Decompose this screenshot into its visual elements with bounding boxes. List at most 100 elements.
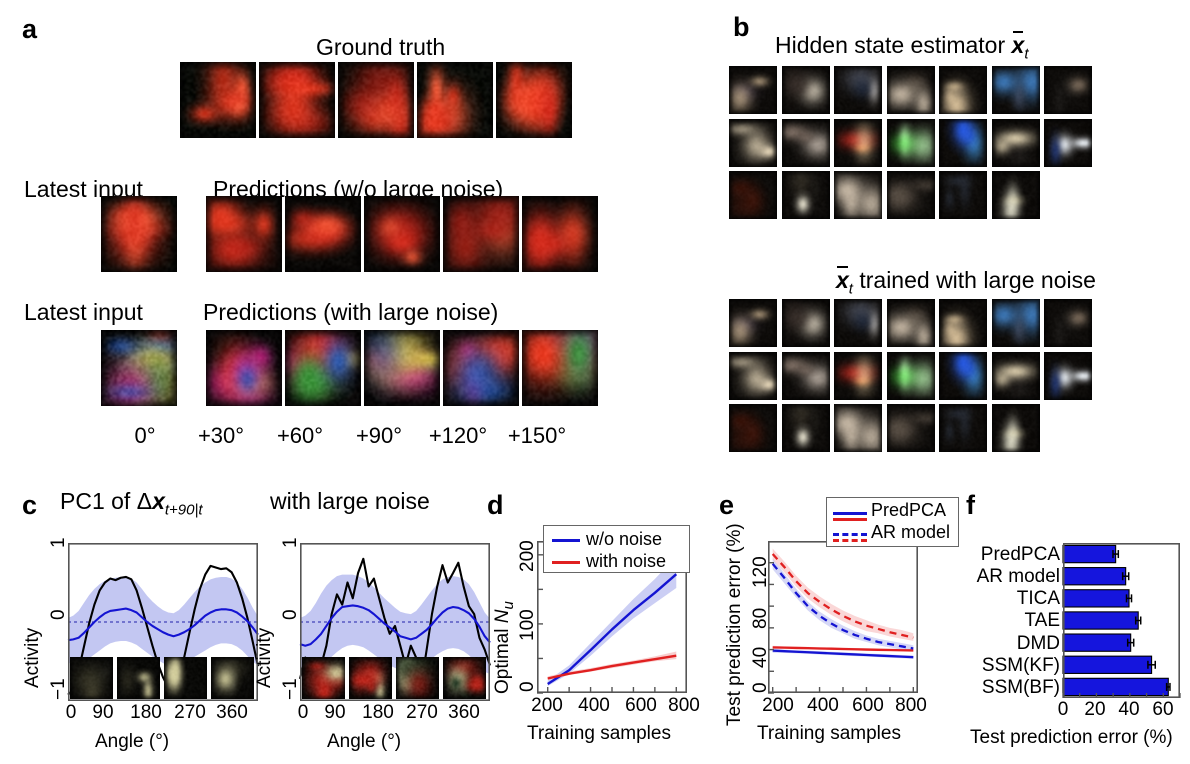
panel-e-xtick-800: 800 [895, 695, 927, 716]
panel-a-angle-label-5: +150° [507, 423, 567, 448]
hidden-state-estimator-tile-0 [729, 66, 777, 114]
panel-d-legend-swatch-0 [552, 539, 580, 542]
hidden-state-estimator-tile-3 [886, 66, 935, 114]
hidden-state-estimator-tile-12 [991, 118, 1040, 167]
panel-c-title-left-prefix: PC1 of Δ [60, 488, 153, 514]
latest-input-tile-noisy [101, 330, 177, 406]
panel-c-right-xtick-180: 180 [362, 702, 394, 723]
hidden-state-estimator-tile-2 [834, 66, 882, 114]
bar-3 [1062, 611, 1139, 630]
c-right-thumb-0 [302, 657, 345, 699]
panel-d-ylabel: Optimal Nu [492, 601, 517, 694]
panel-d-legend-label-0: w/o noise [586, 529, 663, 549]
hidden-state-estimator-tile-8 [781, 118, 830, 167]
panel-letter-d: d [487, 490, 504, 520]
hidden-state-large-noise-tile-5 [991, 299, 1040, 347]
hidden-state-large-noise-tile-9 [834, 351, 882, 400]
c-right-svg [298, 543, 491, 701]
panel-f-xtick-20: 20 [1084, 699, 1106, 720]
panel-c-left-xtick-180: 180 [130, 702, 162, 723]
panel-c-right-plot [298, 543, 491, 701]
panel-e-legend-swatch-predpca-red [833, 518, 867, 521]
hidden-state-estimator-tile-10 [886, 118, 935, 167]
c-right-thumb-3 [443, 657, 486, 699]
bar-1 [1062, 567, 1127, 586]
panel-b-title-rest: trained with large noise [852, 267, 1096, 293]
panel-e-legend-swatch-predpca-blue [833, 512, 867, 515]
panel-letter-c: c [22, 490, 38, 520]
panel-b-title-hidden-state: Hidden state estimator xt [775, 31, 1028, 62]
prediction-clean-tile-4 [522, 196, 598, 272]
ground-truth-tile-1 [259, 62, 335, 138]
prediction-noisy-tile-4 [522, 330, 598, 406]
panel-c-title-right: with large noise [270, 488, 430, 514]
panel-d-xlabel: Training samples [527, 723, 671, 744]
hidden-state-large-noise-tile-18 [939, 404, 987, 452]
panel-d-legend: w/o noise with noise [543, 525, 690, 573]
prediction-clean-tile-3 [443, 196, 519, 272]
hidden-state-large-noise-tile-7 [729, 351, 777, 400]
panel-c-right-ytick-1: 1 [280, 537, 301, 548]
panel-f-category-4: DMD [1016, 632, 1060, 654]
bar-6 [1062, 677, 1169, 697]
panel-c-left-xtick-270: 270 [174, 702, 206, 723]
hidden-state-large-noise-tile-1 [781, 299, 830, 347]
panel-c-left-xtick-0: 0 [65, 702, 77, 723]
c-left-thumb-0 [70, 657, 113, 699]
bar-2 [1062, 589, 1130, 608]
panel-c-left-ylabel: Activity [22, 627, 43, 688]
panel-d-xtick-400: 400 [578, 695, 610, 716]
panel-a-angle-label-1: +30° [197, 423, 245, 448]
prediction-clean-tile-1 [285, 196, 361, 272]
panel-f-category-2: TICA [1016, 588, 1060, 610]
hidden-state-estimator-tile-1 [781, 66, 830, 114]
panel-c-left-ytick-1: 1 [48, 537, 69, 548]
c-left-thumb-1 [117, 657, 160, 699]
panel-d-legend-label-1: with noise [586, 551, 667, 571]
panel-a-angle-label-2: +60° [276, 423, 324, 448]
panel-d-xtick-200: 200 [531, 695, 563, 716]
panel-c-title-left-sub: t+90|t [164, 501, 203, 519]
panel-letter-b: b [733, 12, 750, 42]
hidden-state-estimator-tile-11 [939, 118, 987, 167]
hidden-state-large-noise-tile-12 [991, 351, 1040, 400]
panel-a-angle-label-4: +120° [428, 423, 488, 448]
panel-letter-e: e [719, 490, 735, 520]
panel-d-xtick-800: 800 [668, 695, 700, 716]
panel-c-right-xtick-270: 270 [406, 702, 438, 723]
panel-e-legend: PredPCA AR model [826, 497, 959, 547]
panel-d-ytick-0: 0 [517, 681, 538, 692]
panel-f-plot [1062, 543, 1181, 698]
panel-c-left-xtick-90: 90 [92, 702, 114, 723]
panel-f-xtick-40: 40 [1118, 699, 1140, 720]
panel-c-left-ytick-0: 0 [48, 609, 69, 620]
hidden-state-estimator-tile-15 [781, 171, 830, 219]
panel-f-category-5: SSM(KF) [981, 654, 1060, 676]
bar-5 [1062, 655, 1153, 674]
panel-c-right-ylabel: Activity [254, 627, 275, 688]
prediction-noisy-tile-1 [285, 330, 361, 406]
panel-letter-a: a [22, 14, 38, 44]
bar-0 [1062, 544, 1117, 564]
panel-c-left-plot [67, 543, 260, 701]
hidden-state-large-noise-tile-10 [886, 351, 935, 400]
panel-c-left-ytick-neg1: −1 [48, 678, 69, 700]
prediction-clean-tile-2 [364, 196, 440, 272]
hidden-state-estimator-tile-13 [1044, 118, 1092, 167]
hidden-state-large-noise-tile-19 [991, 404, 1040, 452]
panel-a-label-latest-input-2: Latest input [24, 299, 143, 325]
hidden-state-estimator-tile-17 [886, 171, 935, 219]
bar-4 [1062, 633, 1132, 652]
ground-truth-tile-2 [338, 62, 414, 138]
panel-d-ytick-200: 200 [517, 540, 538, 572]
panel-f-category-3: TAE [1024, 610, 1060, 632]
hidden-state-estimator-tile-9 [834, 118, 882, 167]
hidden-state-estimator-tile-6 [1044, 66, 1092, 114]
hidden-state-large-noise-tile-13 [1044, 351, 1092, 400]
hidden-state-large-noise-tile-11 [939, 351, 987, 400]
prediction-clean-tile-0 [206, 196, 282, 272]
panel-c-left-xlabel: Angle (°) [95, 731, 170, 752]
panel-c-left-xtick-360: 360 [216, 702, 248, 723]
hidden-state-large-noise-tile-8 [781, 351, 830, 400]
c-right-thumb-1 [349, 657, 392, 699]
